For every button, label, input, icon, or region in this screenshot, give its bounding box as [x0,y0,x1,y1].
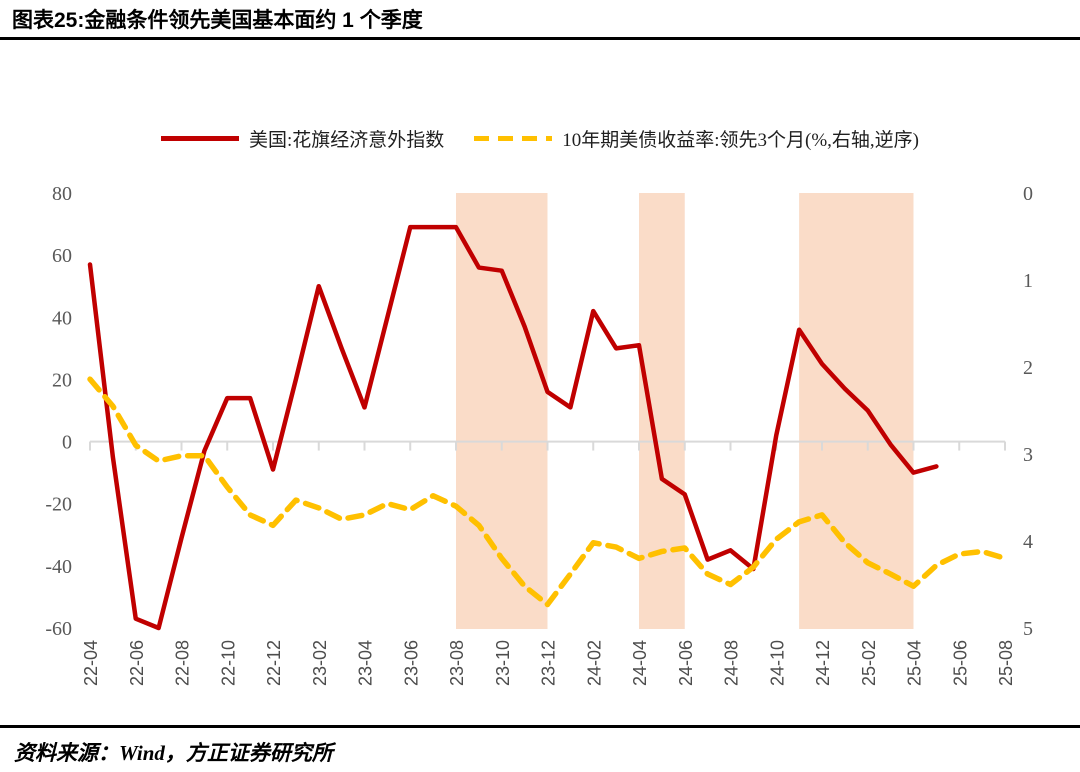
x-axis-tick-label: 23-08 [447,640,467,686]
x-axis-tick-label: 24-10 [767,640,787,686]
x-axis-tick-label: 24-08 [722,640,742,686]
shaded-band-1 [639,193,685,629]
y-axis-right-tick-label: 5 [1023,618,1033,640]
y-axis-left-tick-label: 40 [52,307,72,329]
x-axis-tick-label: 23-06 [401,640,421,686]
x-axis-tick-label: 23-04 [356,640,376,686]
y-axis-left-tick-label: -20 [45,494,72,516]
shaded-band-0 [456,193,548,629]
x-axis-tick-label: 24-12 [813,640,833,686]
x-axis-tick-label: 24-04 [630,640,650,686]
chart-legend: 美国:花旗经济意外指数 10年期美债收益率:领先3个月(%,右轴,逆序) [0,118,1080,158]
series-line-1 [87,376,1008,608]
x-axis-tick-label: 22-12 [264,640,284,686]
y-axis-left-tick-label: 80 [52,183,72,205]
y-axis-left-tick-label: 0 [62,432,72,454]
series-line-0 [87,224,939,631]
shaded-band-2 [799,193,914,629]
y-axis-left-tick-label: -40 [45,556,72,578]
y-axis-right-tick-label: 3 [1023,444,1033,466]
y-axis-left-tick-label: -60 [45,618,72,640]
legend-item-ust-10y-yield: 10年期美债收益率:领先3个月(%,右轴,逆序) [474,125,919,152]
y-axis-left-tick-label: 60 [52,245,72,267]
x-axis-tick-label: 25-06 [950,640,970,686]
legend-swatch-solid-icon [160,135,239,141]
y-axis-left-tick-label: 20 [52,369,72,391]
page-title: 图表25:金融条件领先美国基本面约 1 个季度 [12,9,423,32]
source-note: 资料来源：Wind，方正证券研究所 [14,741,333,765]
y-axis-right-tick-label: 1 [1023,270,1033,292]
x-axis-tick-label: 22-06 [127,640,147,686]
chart-footer-bar: 资料来源：Wind，方正证券研究所 [0,725,1080,772]
y-axis-right-tick-label: 0 [1023,183,1033,205]
legend-item-citi-surprise-index: 美国:花旗经济意外指数 [160,125,445,152]
x-axis-tick-label: 22-04 [81,640,101,686]
x-axis-tick-label: 23-12 [539,640,559,686]
legend-swatch-dashed-icon [474,135,553,141]
legend-label-0: 美国:花旗经济意外指数 [248,129,445,151]
x-axis-tick-label: 25-02 [859,640,879,686]
x-axis-tick-label: 25-08 [996,640,1016,686]
y-axis-right-tick-label: 2 [1023,357,1033,379]
x-axis-tick-label: 23-02 [310,640,330,686]
y-axis-right-tick-label: 4 [1023,531,1033,553]
x-axis-tick-label: 22-08 [173,640,193,686]
x-axis-tick-label: 25-04 [905,640,925,686]
x-axis-tick-label: 24-02 [584,640,604,686]
chart-title-bar: 图表25:金融条件领先美国基本面约 1 个季度 [0,0,1080,40]
x-axis-tick-label: 23-10 [493,640,513,686]
x-axis-tick-label: 24-06 [676,640,696,686]
legend-label-1: 10年期美债收益率:领先3个月(%,右轴,逆序) [562,129,920,151]
x-axis-tick-label: 22-10 [218,640,238,686]
